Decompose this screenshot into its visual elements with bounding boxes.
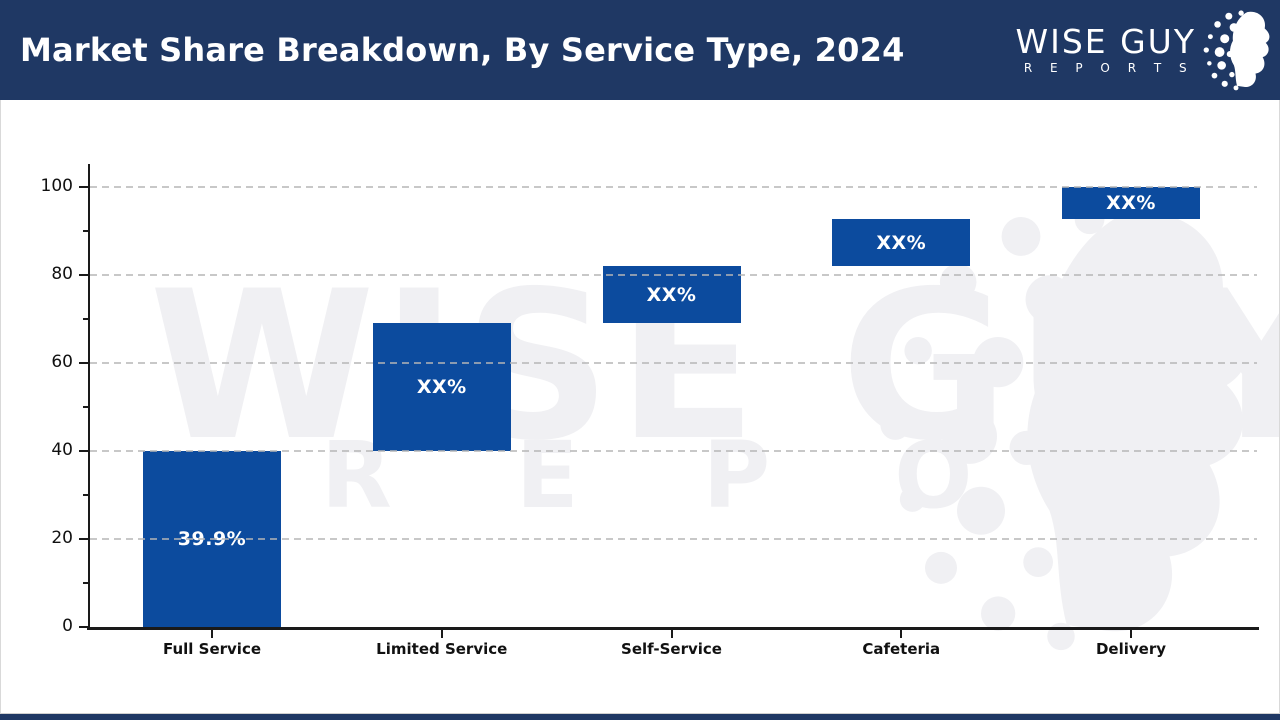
y-minor-tick-50 xyxy=(83,406,89,408)
y-tick-label-40: 40 xyxy=(51,440,73,460)
bar-value-label: XX% xyxy=(646,283,697,306)
brand-logo-text: WISE GUY R E P O R T S xyxy=(1015,25,1196,75)
x-label-limited-service: Limited Service xyxy=(376,640,508,658)
y-tick-40 xyxy=(79,450,89,452)
y-tick-60 xyxy=(79,362,89,364)
y-minor-tick-30 xyxy=(83,494,89,496)
y-tick-label-100: 100 xyxy=(40,176,73,196)
brand-logo: WISE GUY R E P O R T S xyxy=(1015,9,1280,91)
y-minor-tick-10 xyxy=(83,582,89,584)
brand-face-icon xyxy=(1203,10,1270,91)
bar-cafeteria: XX% xyxy=(832,219,971,267)
y-minor-tick-90 xyxy=(83,230,89,232)
x-tick-cafeteria xyxy=(900,630,903,638)
x-tick-self-service xyxy=(670,630,673,638)
y-tick-label-20: 20 xyxy=(51,528,73,548)
gridline-40 xyxy=(90,450,1257,452)
bar-value-label: XX% xyxy=(876,231,927,254)
gridline-20 xyxy=(90,538,1257,540)
y-tick-0 xyxy=(79,626,89,628)
header-banner: Market Share Breakdown, By Service Type,… xyxy=(0,0,1280,100)
bar-limited-service: XX% xyxy=(372,323,511,451)
brand-subname: R E P O R T S xyxy=(1023,60,1194,75)
y-tick-label-0: 0 xyxy=(62,616,73,636)
x-tick-limited-service xyxy=(440,630,443,638)
bar-value-label: XX% xyxy=(1106,192,1156,215)
x-tick-full-service xyxy=(211,630,213,638)
y-tick-80 xyxy=(79,274,89,276)
x-label-self-service: Self-Service xyxy=(621,640,722,658)
bar-delivery: XX% xyxy=(1062,187,1200,220)
bar-value-label: XX% xyxy=(416,376,467,399)
x-axis-spine xyxy=(87,627,1259,630)
watermark-face-icon xyxy=(880,204,1248,651)
y-tick-label-80: 80 xyxy=(51,264,73,284)
y-minor-tick-70 xyxy=(83,318,89,320)
x-label-full-service: Full Service xyxy=(162,640,262,658)
x-label-delivery: Delivery xyxy=(1095,640,1167,658)
chart-area: 39.9% XX% XX% XX% XX% 0 20 40 60 80 100 Full Servic… xyxy=(1,100,1279,713)
x-label-cafeteria: Cafeteria xyxy=(862,640,941,658)
brand-name: WISE GUY xyxy=(1015,22,1196,62)
gridline-80 xyxy=(90,274,1257,276)
y-tick-20 xyxy=(79,538,89,540)
page-title: Market Share Breakdown, By Service Type,… xyxy=(20,31,905,69)
y-axis-spine xyxy=(88,164,90,630)
x-tick-delivery xyxy=(1130,630,1132,638)
gridline-100 xyxy=(90,186,1257,188)
y-tick-label-60: 60 xyxy=(51,352,73,372)
gridline-60 xyxy=(90,362,1257,364)
footer-bar xyxy=(0,714,1280,720)
chart-canvas: WISE GUY R E P O R T S 39.9%XX%XX%XX%XX%… xyxy=(0,100,1280,714)
y-tick-100 xyxy=(79,186,89,188)
